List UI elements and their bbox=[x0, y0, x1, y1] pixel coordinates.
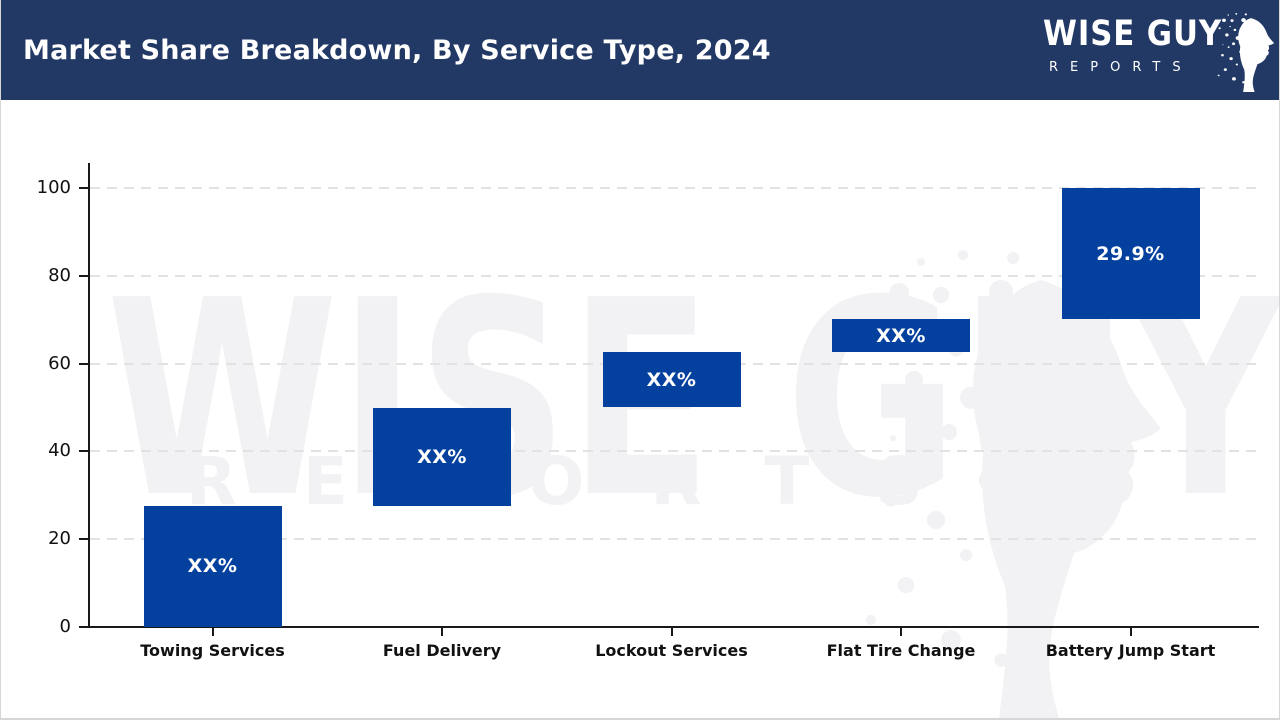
header-bar: Market Share Breakdown, By Service Type,… bbox=[1, 0, 1279, 100]
bar-towing-services: XX% bbox=[143, 505, 282, 627]
bar-value-label: 29.9% bbox=[1096, 242, 1165, 265]
x-axis-tick bbox=[900, 628, 902, 636]
y-axis-tick-label: 60 bbox=[48, 352, 71, 374]
x-category-label: Lockout Services bbox=[595, 641, 748, 660]
y-axis-tick bbox=[79, 274, 88, 277]
y-axis-tick-label: 100 bbox=[36, 177, 71, 198]
page-title: Market Share Breakdown, By Service Type,… bbox=[23, 34, 771, 66]
gridline-100 bbox=[90, 187, 1257, 189]
x-category-label: Flat Tire Change bbox=[826, 641, 976, 660]
logo-text-line2: REPORTS bbox=[1049, 60, 1193, 75]
logo-text-line1: WISE GUY bbox=[1043, 14, 1223, 54]
bar-value-label: XX% bbox=[187, 555, 238, 578]
x-axis-tick bbox=[670, 628, 673, 636]
gridline-80 bbox=[90, 274, 1257, 277]
bar-value-label: XX% bbox=[876, 324, 926, 347]
x-axis-tick bbox=[1129, 628, 1132, 636]
y-axis-tick bbox=[79, 187, 88, 189]
y-axis-tick-label: 40 bbox=[48, 440, 71, 462]
x-axis-line bbox=[87, 626, 1259, 628]
bar-battery-jump-start: 29.9% bbox=[1061, 188, 1200, 320]
bar-value-label: XX% bbox=[646, 368, 697, 391]
bar-flat-tire-change: XX% bbox=[832, 319, 970, 353]
y-axis-tick-label: 20 bbox=[48, 528, 71, 550]
y-axis-tick bbox=[79, 362, 88, 365]
y-axis-tick-label: 0 bbox=[59, 616, 71, 637]
bar-lockout-services: XX% bbox=[602, 352, 741, 408]
x-axis-tick bbox=[441, 628, 443, 636]
x-category-label: Battery Jump Start bbox=[1045, 641, 1216, 660]
y-axis-tick bbox=[79, 450, 88, 453]
x-category-label: Fuel Delivery bbox=[382, 641, 502, 660]
x-category-label: Towing Services bbox=[140, 641, 285, 660]
y-axis-line bbox=[88, 163, 90, 628]
x-axis-tick bbox=[211, 628, 214, 636]
watermark-text-line2: REPORTS bbox=[186, 443, 989, 520]
bar-fuel-delivery: XX% bbox=[373, 407, 511, 506]
gridline-20 bbox=[90, 538, 1257, 541]
y-axis-tick-label: 80 bbox=[48, 264, 71, 286]
wise-guy-reports-logo: WISE GUY REPORTS bbox=[1037, 10, 1279, 94]
bar-value-label: XX% bbox=[417, 445, 467, 468]
y-axis-tick bbox=[79, 538, 88, 541]
y-axis-tick bbox=[79, 626, 88, 628]
gridline-40 bbox=[90, 450, 1257, 453]
